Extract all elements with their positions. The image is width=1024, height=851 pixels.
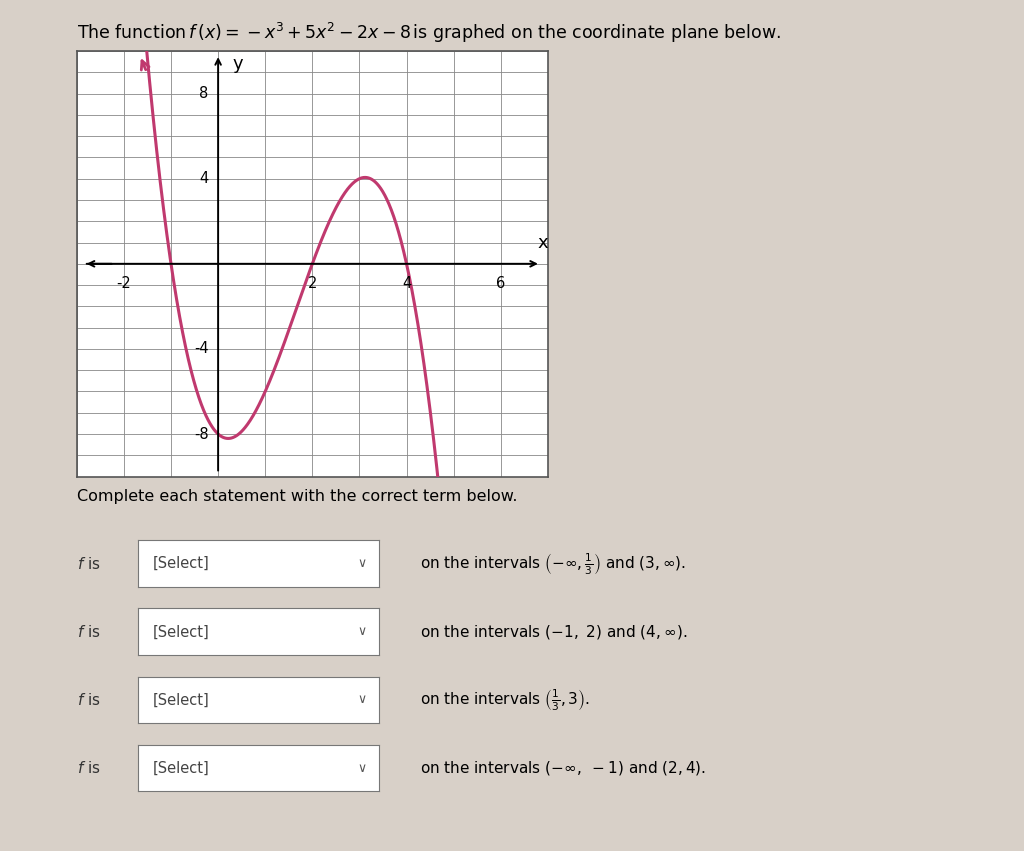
Text: The function$\,f\,(x)=-x^3+5x^2-2x-8\,$is graphed on the coordinate plane below.: The function$\,f\,(x)=-x^3+5x^2-2x-8\,$i… <box>77 21 780 45</box>
Text: -8: -8 <box>195 426 209 442</box>
Text: y: y <box>232 55 243 73</box>
Text: 4: 4 <box>200 171 209 186</box>
Text: on the intervals $\left(-\infty, \frac{1}{3}\right)$ and $(3, \infty)$.: on the intervals $\left(-\infty, \frac{1… <box>420 551 686 577</box>
Text: 8: 8 <box>200 86 209 101</box>
Text: Complete each statement with the correct term below.: Complete each statement with the correct… <box>77 489 517 505</box>
Text: $f$ is: $f$ is <box>77 760 100 776</box>
Text: 2: 2 <box>307 276 317 290</box>
Text: 4: 4 <box>401 276 412 290</box>
Text: [Select]: [Select] <box>153 693 210 707</box>
Text: $f$ is: $f$ is <box>77 692 100 708</box>
Text: x: x <box>538 234 549 252</box>
Text: on the intervals $(-1,\ 2)$ and $(4, \infty)$.: on the intervals $(-1,\ 2)$ and $(4, \in… <box>420 623 687 641</box>
Text: ∨: ∨ <box>357 557 367 570</box>
Text: ∨: ∨ <box>357 762 367 774</box>
Text: ∨: ∨ <box>357 694 367 706</box>
Text: on the intervals $\left(\frac{1}{3}, 3\right)$.: on the intervals $\left(\frac{1}{3}, 3\r… <box>420 687 590 713</box>
Text: 6: 6 <box>496 276 506 290</box>
Text: on the intervals $(-\infty,\ -1)$ and $(2, 4)$.: on the intervals $(-\infty,\ -1)$ and $(… <box>420 759 706 777</box>
Text: [Select]: [Select] <box>153 557 210 571</box>
Text: ∨: ∨ <box>357 625 367 638</box>
Text: -2: -2 <box>117 276 131 290</box>
Text: $f$ is: $f$ is <box>77 624 100 640</box>
Text: -4: -4 <box>195 341 209 357</box>
Text: [Select]: [Select] <box>153 625 210 639</box>
Text: [Select]: [Select] <box>153 761 210 775</box>
Text: $f$ is: $f$ is <box>77 556 100 572</box>
